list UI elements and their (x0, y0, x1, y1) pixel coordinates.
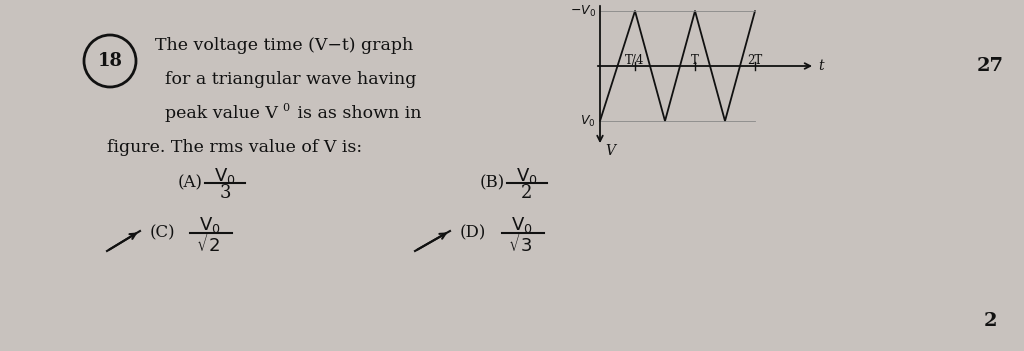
Text: T: T (691, 54, 699, 67)
Text: The voltage time (V−t) graph: The voltage time (V−t) graph (155, 37, 414, 53)
Text: 2T: 2T (748, 54, 763, 67)
Text: $\mathregular{V_0}$: $\mathregular{V_0}$ (511, 215, 532, 235)
Text: figure. The rms value of V is:: figure. The rms value of V is: (106, 139, 362, 155)
Text: $\mathregular{V_0}$: $\mathregular{V_0}$ (516, 166, 538, 186)
Text: t: t (818, 59, 823, 73)
Text: $\mathregular{V_0}$: $\mathregular{V_0}$ (199, 215, 221, 235)
Text: $\mathregular{V_0}$: $\mathregular{V_0}$ (214, 166, 236, 186)
Text: $\sqrt{3}$: $\sqrt{3}$ (508, 232, 537, 256)
Text: (A): (A) (178, 174, 203, 192)
Text: 2: 2 (983, 312, 996, 330)
Text: $-V_0$: $-V_0$ (570, 4, 596, 19)
Text: $\sqrt{2}$: $\sqrt{2}$ (196, 232, 224, 256)
Text: 0: 0 (282, 103, 289, 113)
Text: 27: 27 (977, 57, 1004, 75)
Text: 2: 2 (521, 184, 532, 202)
Text: 18: 18 (97, 52, 123, 70)
Text: for a triangular wave having: for a triangular wave having (165, 71, 417, 87)
Text: $V_0$: $V_0$ (581, 113, 596, 128)
Text: (B): (B) (480, 174, 505, 192)
Text: T/4: T/4 (626, 54, 645, 67)
Text: (C): (C) (150, 225, 176, 241)
Text: peak value V: peak value V (165, 105, 278, 121)
Text: 3: 3 (219, 184, 230, 202)
Text: V: V (605, 144, 615, 158)
Text: (D): (D) (460, 225, 486, 241)
Text: is as shown in: is as shown in (292, 105, 422, 121)
